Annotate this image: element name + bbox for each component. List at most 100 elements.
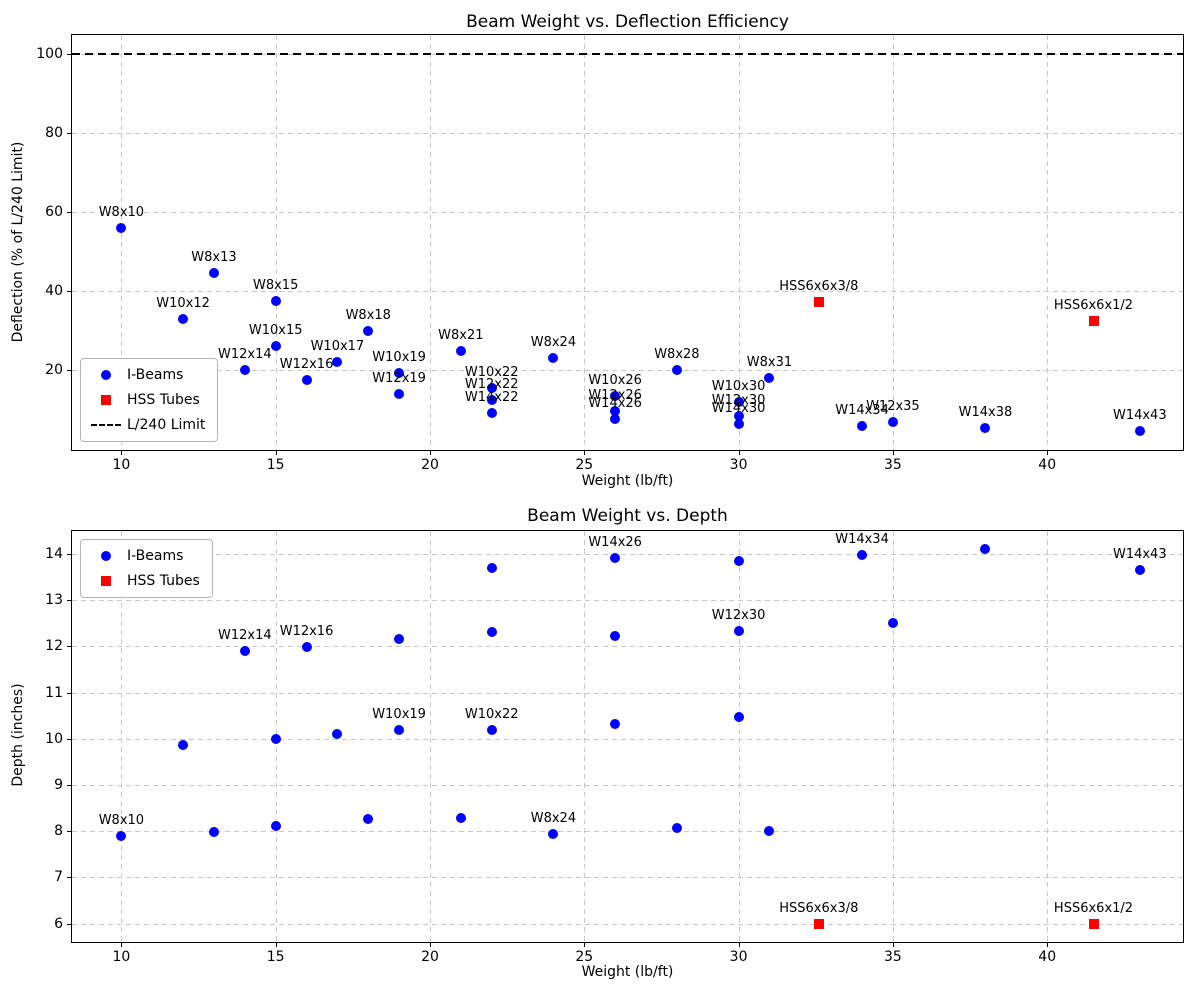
x-tick-40 (1047, 942, 1049, 947)
dashed-line-icon (91, 424, 121, 426)
y-tick-label-10: 10 (45, 730, 63, 747)
x-tick-35 (892, 942, 894, 947)
point-label-W10x22: W10x22 (464, 706, 519, 722)
data-point-W8x15 (270, 295, 281, 306)
gridline-y-7 (72, 877, 1183, 879)
data-point-HSS6x6x3/8 (813, 918, 824, 929)
x-tick-35 (892, 450, 894, 455)
gridline-x-25 (584, 531, 586, 942)
point-label-W10x19: W10x19 (372, 350, 426, 365)
y-tick-8 (67, 831, 72, 833)
x-tick-20 (429, 450, 431, 455)
point-label-HSS6x6x1/2: HSS6x6x1/2 (1053, 297, 1134, 313)
data-point-W12x26 (610, 406, 621, 417)
y-tick-7 (67, 877, 72, 879)
point-label-W8x24: W8x24 (530, 811, 577, 827)
data-point-HSS6x6x3/8 (813, 296, 824, 307)
x-tick-30 (738, 450, 740, 455)
data-point-W12x26 (610, 631, 621, 642)
y-tick-label-13: 13 (45, 592, 63, 609)
x-tick-label-20: 20 (421, 949, 439, 965)
chart2-y-axis-label: Depth (inches) (10, 683, 26, 787)
data-point-W8x15 (270, 821, 281, 832)
point-label-W8x28: W8x28 (654, 346, 700, 362)
legend-label: I-Beams (127, 548, 184, 564)
legend-item-HSS-Tubes: HSS Tubes (89, 571, 200, 591)
point-label-W12x16: W12x16 (279, 623, 334, 639)
y-tick-10 (67, 738, 72, 740)
data-point-W12x35 (887, 618, 898, 629)
data-point-W8x31 (764, 373, 775, 384)
y-tick-label-6: 6 (54, 915, 63, 932)
legend-label: HSS Tubes (127, 573, 200, 589)
y-tick-20 (67, 369, 72, 371)
legend-item-HSS-Tubes: HSS Tubes (89, 390, 205, 410)
gridline-y-40 (72, 290, 1183, 292)
limit-line (72, 52, 1183, 55)
point-label-HSS6x6x3/8: HSS6x6x3/8 (779, 278, 859, 294)
data-point-W8x28 (671, 823, 682, 834)
point-label-W10x17: W10x17 (310, 338, 365, 354)
data-point-W10x19 (394, 368, 405, 378)
data-point-W12x35 (887, 416, 898, 427)
gridline-y-20 (72, 369, 1183, 371)
point-label-W8x13: W8x13 (191, 250, 237, 266)
x-tick-label-20: 20 (421, 457, 439, 473)
x-tick-label-10: 10 (112, 949, 131, 965)
gridline-y-13 (72, 600, 1183, 602)
point-label-W10x26: W10x26 (588, 372, 642, 388)
x-tick-label-35: 35 (883, 457, 902, 473)
y-tick-80 (67, 132, 72, 134)
legend-label: HSS Tubes (127, 392, 200, 408)
data-point-W8x31 (764, 826, 775, 837)
data-point-W12x22 (486, 627, 497, 638)
y-tick-13 (67, 600, 72, 602)
hss-marker-icon (101, 576, 111, 586)
legend-label: L/240 Limit (127, 417, 206, 433)
data-point-W14x30 (733, 418, 744, 429)
legend-label: I-Beams (127, 367, 184, 383)
gridline-x-40 (1047, 531, 1049, 942)
ibeam-marker-icon (101, 551, 111, 561)
data-point-W10x15 (270, 341, 281, 352)
data-point-W10x22 (486, 724, 497, 735)
point-label-W14x34: W14x34 (835, 532, 889, 547)
point-label-W10x22: W10x22 (464, 365, 519, 380)
point-label-W8x31: W8x31 (746, 355, 793, 371)
gridline-x-20 (429, 35, 431, 450)
data-point-W12x14 (239, 364, 250, 375)
gridline-x-35 (892, 531, 894, 942)
point-label-W14x38: W14x38 (958, 405, 1013, 421)
point-label-HSS6x6x1/2: HSS6x6x1/2 (1053, 900, 1134, 916)
x-tick-30 (738, 942, 740, 947)
legend-item-I-Beams: I-Beams (89, 365, 205, 385)
y-tick-label-40: 40 (45, 282, 63, 299)
x-tick-20 (429, 942, 431, 947)
point-label-W14x43: W14x43 (1112, 407, 1167, 423)
x-tick-15 (275, 450, 277, 455)
legend-swatch (89, 551, 123, 561)
point-label-W14x43: W14x43 (1112, 546, 1167, 562)
y-tick-label-60: 60 (45, 203, 63, 220)
x-tick-10 (121, 942, 123, 947)
point-label-W12x14: W12x14 (217, 346, 272, 362)
data-point-W10x17 (332, 356, 343, 367)
y-tick-6 (67, 923, 72, 925)
legend-swatch (89, 370, 123, 380)
x-tick-label-30: 30 (729, 457, 748, 473)
y-tick-100 (67, 53, 72, 55)
chart1-y-axis-label: Deflection (% of L/240 Limit) (10, 141, 26, 343)
y-tick-12 (67, 646, 72, 648)
data-point-W12x30 (733, 625, 744, 636)
data-point-W14x43 (1134, 425, 1145, 436)
data-point-W14x43 (1134, 564, 1145, 575)
data-point-W10x30 (733, 712, 744, 723)
point-label-W12x16: W12x16 (279, 356, 334, 372)
x-tick-label-40: 40 (1038, 457, 1057, 473)
data-point-W14x22 (486, 562, 497, 573)
point-label-W8x10: W8x10 (98, 204, 145, 220)
point-label-W12x35: W12x35 (866, 398, 920, 414)
point-label-W8x10: W8x10 (98, 813, 145, 829)
y-tick-9 (67, 784, 72, 786)
x-tick-label-25: 25 (575, 457, 594, 473)
